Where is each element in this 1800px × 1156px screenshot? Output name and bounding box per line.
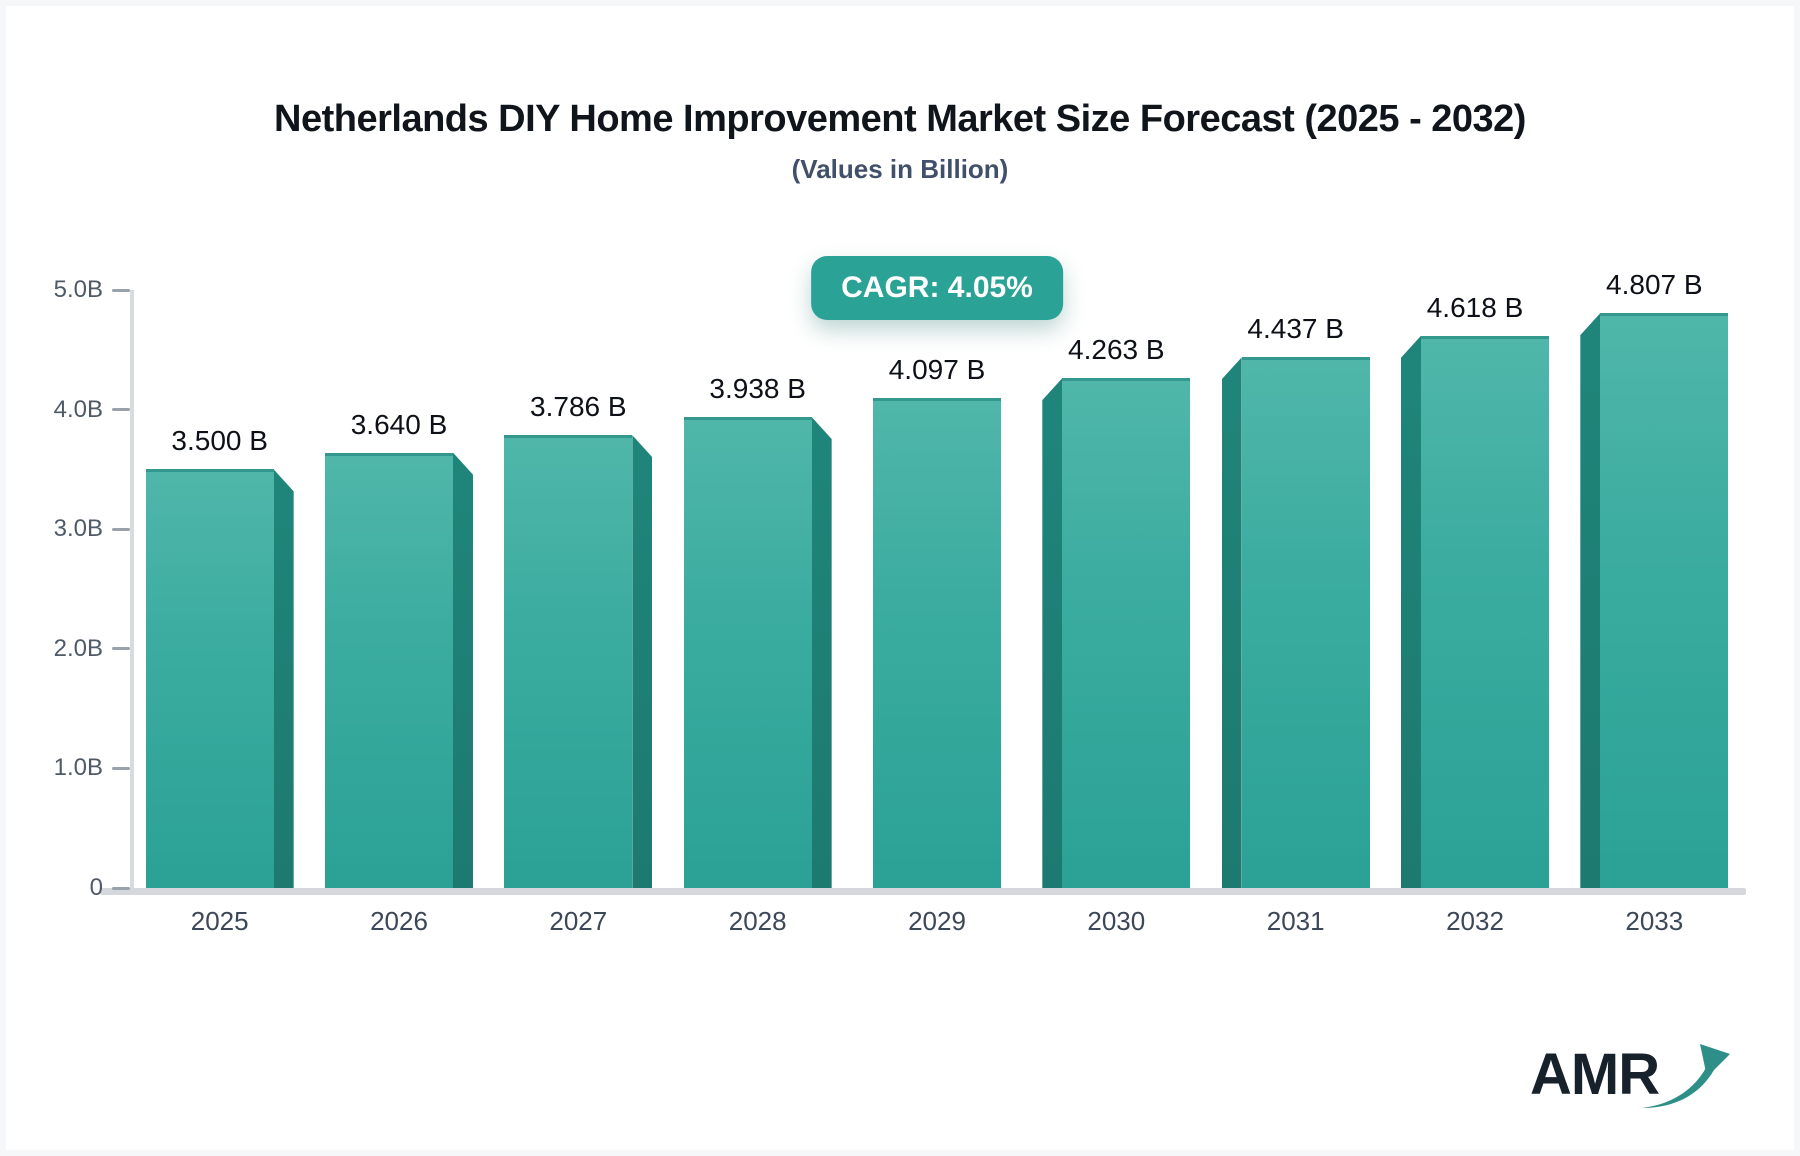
y-tick: 4.0B bbox=[24, 395, 130, 425]
y-tick: 5.0B bbox=[24, 275, 130, 305]
y-tick-mark bbox=[112, 408, 130, 412]
amr-logo-text: AMR bbox=[1530, 1042, 1660, 1107]
bar-3d-side bbox=[1580, 313, 1601, 888]
chart-card: Netherlands DIY Home Improvement Market … bbox=[6, 6, 1794, 1150]
bar-value-label: 4.263 B bbox=[1068, 334, 1165, 366]
x-axis-label: 2026 bbox=[370, 906, 428, 936]
bar-face bbox=[872, 398, 1001, 888]
bar-3d-side bbox=[1221, 357, 1242, 888]
y-tick-mark bbox=[112, 288, 130, 292]
bar-3d-side bbox=[811, 417, 832, 888]
growth-arrow-icon bbox=[1642, 1044, 1730, 1108]
x-axis-label: 2030 bbox=[1087, 906, 1146, 936]
bar-3d-side bbox=[632, 435, 653, 888]
bar-face bbox=[504, 435, 633, 888]
bar-face bbox=[324, 452, 453, 888]
chart-subtitle: (Values in Billion) bbox=[791, 154, 1009, 184]
x-axis-line bbox=[100, 888, 1746, 895]
y-tick-label: 3.0B bbox=[53, 515, 103, 543]
chart-title: Netherlands DIY Home Improvement Market … bbox=[274, 98, 1526, 140]
bar-value-label: 3.640 B bbox=[350, 408, 448, 440]
y-tick-label: 0 bbox=[89, 874, 103, 901]
y-tick: 1.0B bbox=[24, 753, 130, 783]
bar-face bbox=[1062, 378, 1191, 888]
bar-group: 3.786 B 2027 bbox=[489, 6, 668, 1150]
x-axis-label: 2031 bbox=[1266, 906, 1325, 936]
bar-3d-side bbox=[1042, 378, 1063, 888]
x-axis-label: 2029 bbox=[908, 906, 966, 936]
bar[interactable] bbox=[1580, 313, 1729, 888]
y-tick-mark bbox=[112, 886, 130, 890]
bar-value-label: 4.097 B bbox=[888, 354, 986, 385]
bar[interactable] bbox=[1400, 335, 1549, 888]
bar[interactable] bbox=[1221, 357, 1370, 888]
x-axis-label: 2032 bbox=[1446, 906, 1504, 936]
bar-face bbox=[1420, 335, 1549, 888]
cagr-badge-label: CAGR: 4.05% bbox=[841, 271, 1033, 304]
bar-3d-side bbox=[273, 469, 294, 888]
plot-area: 5.0B 4.0B 3.0B 2.0B 1.0B 0 3.500 B 2025 … bbox=[6, 6, 1794, 1150]
bar-face bbox=[683, 417, 812, 888]
y-tick-label: 2.0B bbox=[53, 634, 103, 662]
x-axis-label: 2027 bbox=[549, 906, 608, 936]
bar-3d-side bbox=[1400, 335, 1421, 888]
bar-value-label: 4.618 B bbox=[1426, 291, 1524, 323]
bar-group: 4.618 B 2032 bbox=[1385, 6, 1564, 1150]
bar[interactable] bbox=[324, 452, 473, 888]
bar-value-label: 3.786 B bbox=[530, 391, 627, 423]
y-axis-line bbox=[130, 290, 134, 892]
y-tick-mark bbox=[112, 766, 130, 770]
bar[interactable] bbox=[504, 435, 653, 888]
bar-value-label: 3.500 B bbox=[171, 425, 268, 457]
bar-group: 3.938 B 2028 bbox=[668, 6, 847, 1150]
bar-value-label: 4.437 B bbox=[1247, 313, 1344, 345]
cagr-badge: CAGR: 4.05% bbox=[811, 256, 1063, 320]
x-axis-label: 2033 bbox=[1625, 906, 1684, 936]
y-tick: 0 bbox=[24, 873, 130, 903]
bar-face bbox=[1241, 357, 1370, 888]
y-tick-mark bbox=[112, 647, 130, 651]
bar-group: 3.500 B 2025 bbox=[130, 6, 309, 1150]
bar[interactable] bbox=[145, 469, 294, 888]
y-tick-label: 1.0B bbox=[53, 754, 103, 782]
bar[interactable] bbox=[683, 417, 832, 888]
bar[interactable] bbox=[1042, 378, 1191, 888]
bar-value-label: 4.807 B bbox=[1606, 269, 1703, 301]
y-tick-mark bbox=[112, 527, 130, 531]
y-tick-label: 5.0B bbox=[53, 276, 103, 303]
amr-logo: AMR bbox=[1530, 1038, 1740, 1118]
bar-group: 4.097 B 2029 bbox=[847, 6, 1026, 1150]
bar-face bbox=[1600, 313, 1729, 888]
x-axis-label: 2028 bbox=[728, 906, 787, 936]
y-tick-label: 4.0B bbox=[53, 395, 103, 423]
bar-group: 4.807 B 2033 bbox=[1565, 6, 1744, 1150]
bar-3d-side bbox=[452, 452, 473, 888]
bar[interactable] bbox=[872, 398, 1001, 888]
y-tick: 3.0B bbox=[24, 514, 130, 544]
y-tick: 2.0B bbox=[24, 634, 130, 664]
bar-group: 3.640 B 2026 bbox=[309, 6, 488, 1150]
bar-group: 4.263 B 2030 bbox=[1027, 6, 1206, 1150]
x-axis-label: 2025 bbox=[190, 906, 249, 936]
bar-value-label: 3.938 B bbox=[709, 373, 806, 405]
bar-face bbox=[145, 469, 274, 888]
bar-group: 4.437 B 2031 bbox=[1206, 6, 1385, 1150]
